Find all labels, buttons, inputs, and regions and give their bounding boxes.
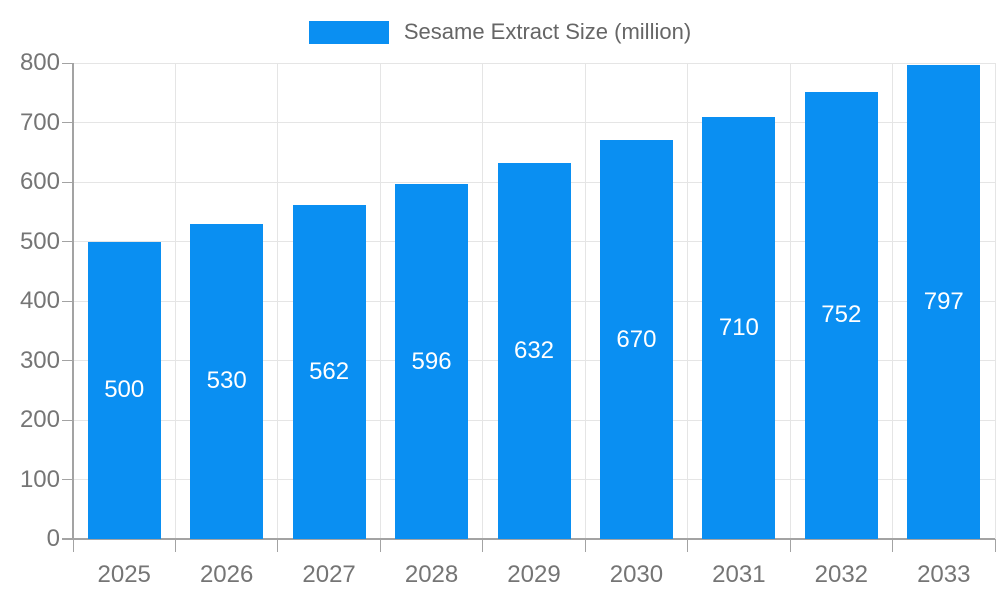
x-tick-label: 2027 [302,561,356,588]
y-axis-tick [62,62,73,64]
x-tick-label: 2032 [814,561,869,588]
bar-value-label: 562 [309,357,350,385]
bar-value-label: 670 [616,325,657,353]
v-gridline [687,63,689,539]
x-tick-label: 2030 [609,561,664,588]
legend-label: Sesame Extract Size (million) [403,19,692,44]
x-axis-tick [687,539,689,552]
y-axis-tick [62,479,73,480]
v-gridline [892,63,894,539]
y-tick-label: 800 [19,49,60,76]
v-gridline [584,63,586,539]
x-axis-tick [72,539,74,552]
x-axis-tick [892,539,894,552]
y-tick-label: 200 [19,406,60,433]
bar-2031[interactable]: 710 [702,116,776,539]
y-tick-label: 100 [19,465,60,493]
bar-value-label: 596 [411,347,452,375]
bar-2030[interactable]: 670 [599,140,673,539]
x-tick-label: 2033 [917,561,971,588]
y-tick-label: 500 [19,227,60,255]
x-tick-label: 2028 [404,561,459,588]
y-tick-label: 0 [46,525,60,552]
bar-value-label: 797 [923,287,964,315]
bar-2033[interactable]: 797 [907,64,981,539]
x-axis-line [62,538,995,540]
y-axis-tick [62,300,73,302]
bar-value-label: 710 [718,313,759,341]
y-tick-label: 600 [19,168,60,195]
h-gridline [73,122,995,123]
x-axis-tick [789,539,791,552]
bar-value-label: 752 [821,301,862,329]
y-tick-label: 700 [19,108,60,136]
v-gridline [174,63,176,539]
x-axis-tick [994,539,996,552]
v-gridline [379,63,381,539]
x-tick-label: 2025 [97,561,151,588]
bar-2026[interactable]: 530 [190,223,264,539]
bar-2032[interactable]: 752 [804,91,878,539]
x-axis-tick [482,539,484,552]
bar-2029[interactable]: 632 [497,162,571,539]
legend[interactable]: Sesame Extract Size (million) [0,18,1000,46]
x-tick-label: 2029 [507,561,561,588]
y-axis-tick [62,360,73,361]
h-gridline [73,62,995,64]
v-gridline [994,63,996,539]
bar-2025[interactable]: 500 [87,241,161,539]
v-gridline [789,63,791,539]
v-gridline [277,63,279,539]
x-tick-label: 2026 [199,561,254,588]
bar-value-label: 500 [104,376,145,404]
legend-swatch-icon [308,20,389,44]
bar-2027[interactable]: 562 [292,204,366,539]
x-axis-tick [277,539,279,552]
bar-value-label: 530 [206,367,247,395]
x-tick-label: 2031 [712,561,766,588]
y-axis-tick [62,122,73,123]
x-axis-tick [379,539,381,552]
bar-value-label: 632 [513,336,555,364]
x-axis-tick [584,539,586,552]
x-axis-tick [174,539,176,552]
y-axis-tick [62,419,73,421]
y-axis-tick [62,241,73,242]
y-axis-line [72,63,74,539]
v-gridline [482,63,484,539]
y-tick-label: 300 [19,346,60,374]
y-tick-label: 400 [19,287,60,314]
bar-2028[interactable]: 596 [395,184,469,539]
y-axis-tick [62,181,73,183]
